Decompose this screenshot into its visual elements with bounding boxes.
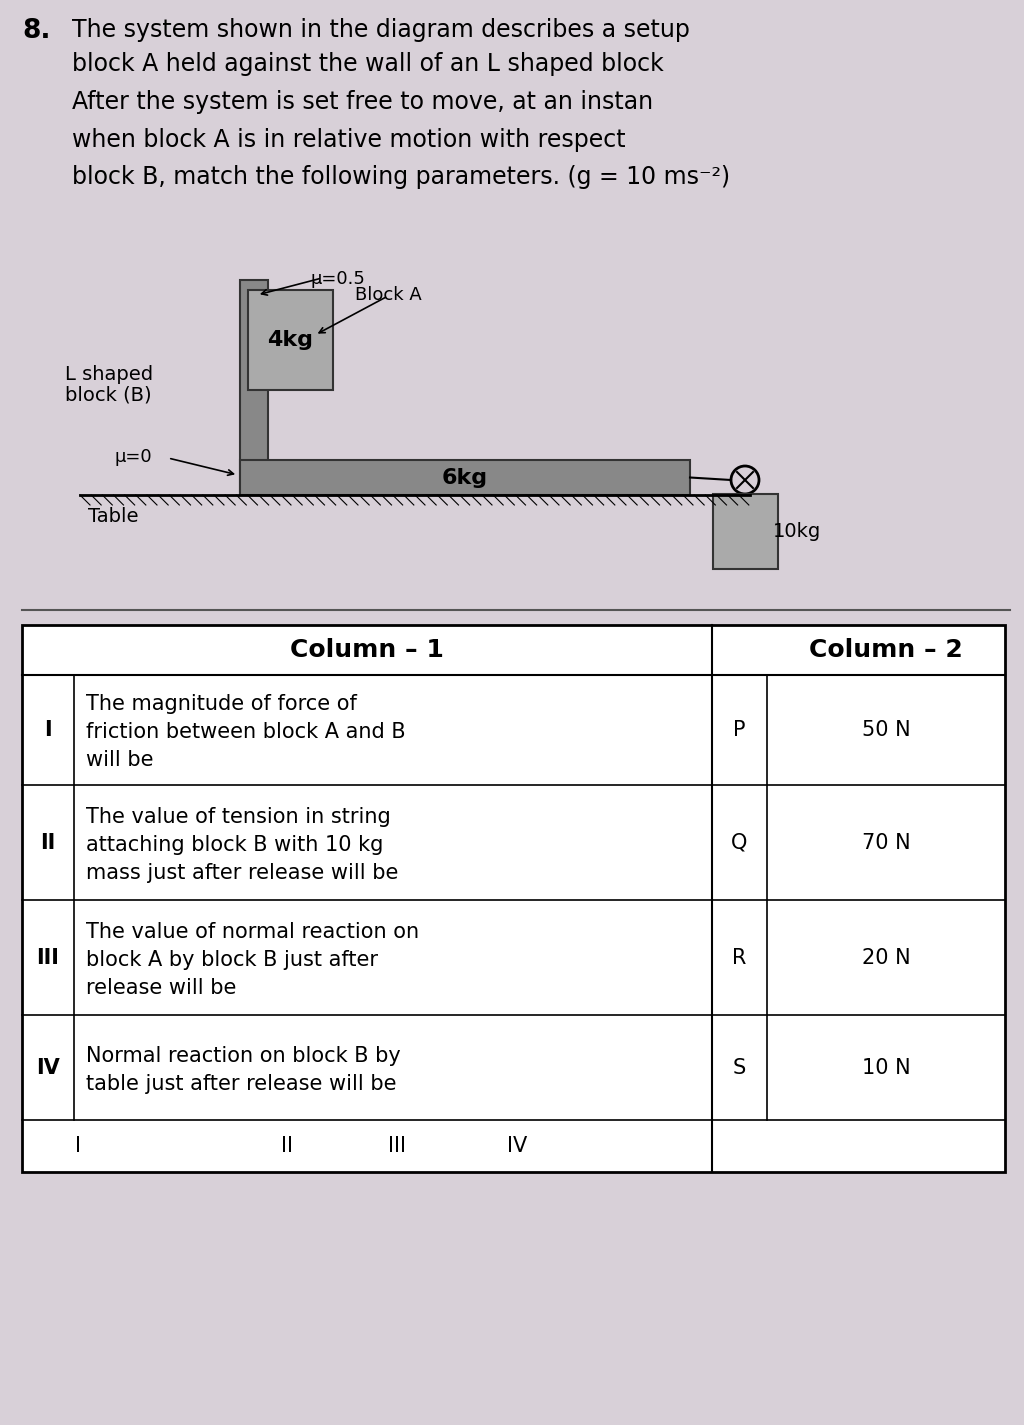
Text: 50 N: 50 N xyxy=(861,720,910,740)
Text: S: S xyxy=(733,1057,746,1077)
Bar xyxy=(240,279,268,494)
Text: Q: Q xyxy=(731,832,748,852)
Text: block B, match the following parameters. (g = 10 ms⁻²): block B, match the following parameters.… xyxy=(72,165,730,190)
Text: L shaped: L shaped xyxy=(65,365,154,383)
Text: block A held against the wall of an L shaped block: block A held against the wall of an L sh… xyxy=(72,51,664,76)
Text: 4kg: 4kg xyxy=(267,331,313,351)
Text: The value of tension in string: The value of tension in string xyxy=(86,807,391,826)
Text: 8.: 8. xyxy=(22,19,50,44)
Text: when block A is in relative motion with respect: when block A is in relative motion with … xyxy=(72,128,626,152)
Text: Column – 2: Column – 2 xyxy=(809,638,963,663)
Text: table just after release will be: table just after release will be xyxy=(86,1073,396,1093)
Text: Column – 1: Column – 1 xyxy=(290,638,444,663)
Text: The value of normal reaction on: The value of normal reaction on xyxy=(86,922,419,942)
Text: block A by block B just after: block A by block B just after xyxy=(86,949,378,969)
Text: 20 N: 20 N xyxy=(861,948,910,968)
Text: 10 N: 10 N xyxy=(861,1057,910,1077)
Text: μ=0: μ=0 xyxy=(115,447,153,466)
Text: 70 N: 70 N xyxy=(861,832,910,852)
Bar xyxy=(240,460,690,494)
Text: After the system is set free to move, at an instan: After the system is set free to move, at… xyxy=(72,90,653,114)
Text: friction between block A and B: friction between block A and B xyxy=(86,722,406,742)
Text: Normal reaction on block B by: Normal reaction on block B by xyxy=(86,1046,400,1066)
Text: μ=0.5: μ=0.5 xyxy=(310,269,365,288)
Text: III: III xyxy=(388,1136,406,1156)
Text: mass just after release will be: mass just after release will be xyxy=(86,862,398,882)
Text: will be: will be xyxy=(86,750,154,770)
Text: IV: IV xyxy=(507,1136,527,1156)
Text: 6kg: 6kg xyxy=(442,467,488,487)
Text: II: II xyxy=(40,832,55,852)
Text: III: III xyxy=(37,948,59,968)
Text: IV: IV xyxy=(36,1057,59,1077)
Text: The system shown in the diagram describes a setup: The system shown in the diagram describe… xyxy=(72,19,690,41)
Text: II: II xyxy=(281,1136,293,1156)
Text: Block A: Block A xyxy=(355,286,422,304)
Text: attaching block B with 10 kg: attaching block B with 10 kg xyxy=(86,835,383,855)
Bar xyxy=(22,626,1005,1171)
Text: I: I xyxy=(75,1136,81,1156)
Bar xyxy=(713,494,777,569)
Bar xyxy=(248,291,333,390)
Text: release will be: release will be xyxy=(86,978,237,997)
Text: 10kg: 10kg xyxy=(772,522,821,542)
Text: I: I xyxy=(44,720,52,740)
Text: The magnitude of force of: The magnitude of force of xyxy=(86,694,357,714)
Text: block (B): block (B) xyxy=(65,385,152,405)
Text: R: R xyxy=(732,948,746,968)
Text: Table: Table xyxy=(88,507,138,526)
Text: P: P xyxy=(733,720,745,740)
